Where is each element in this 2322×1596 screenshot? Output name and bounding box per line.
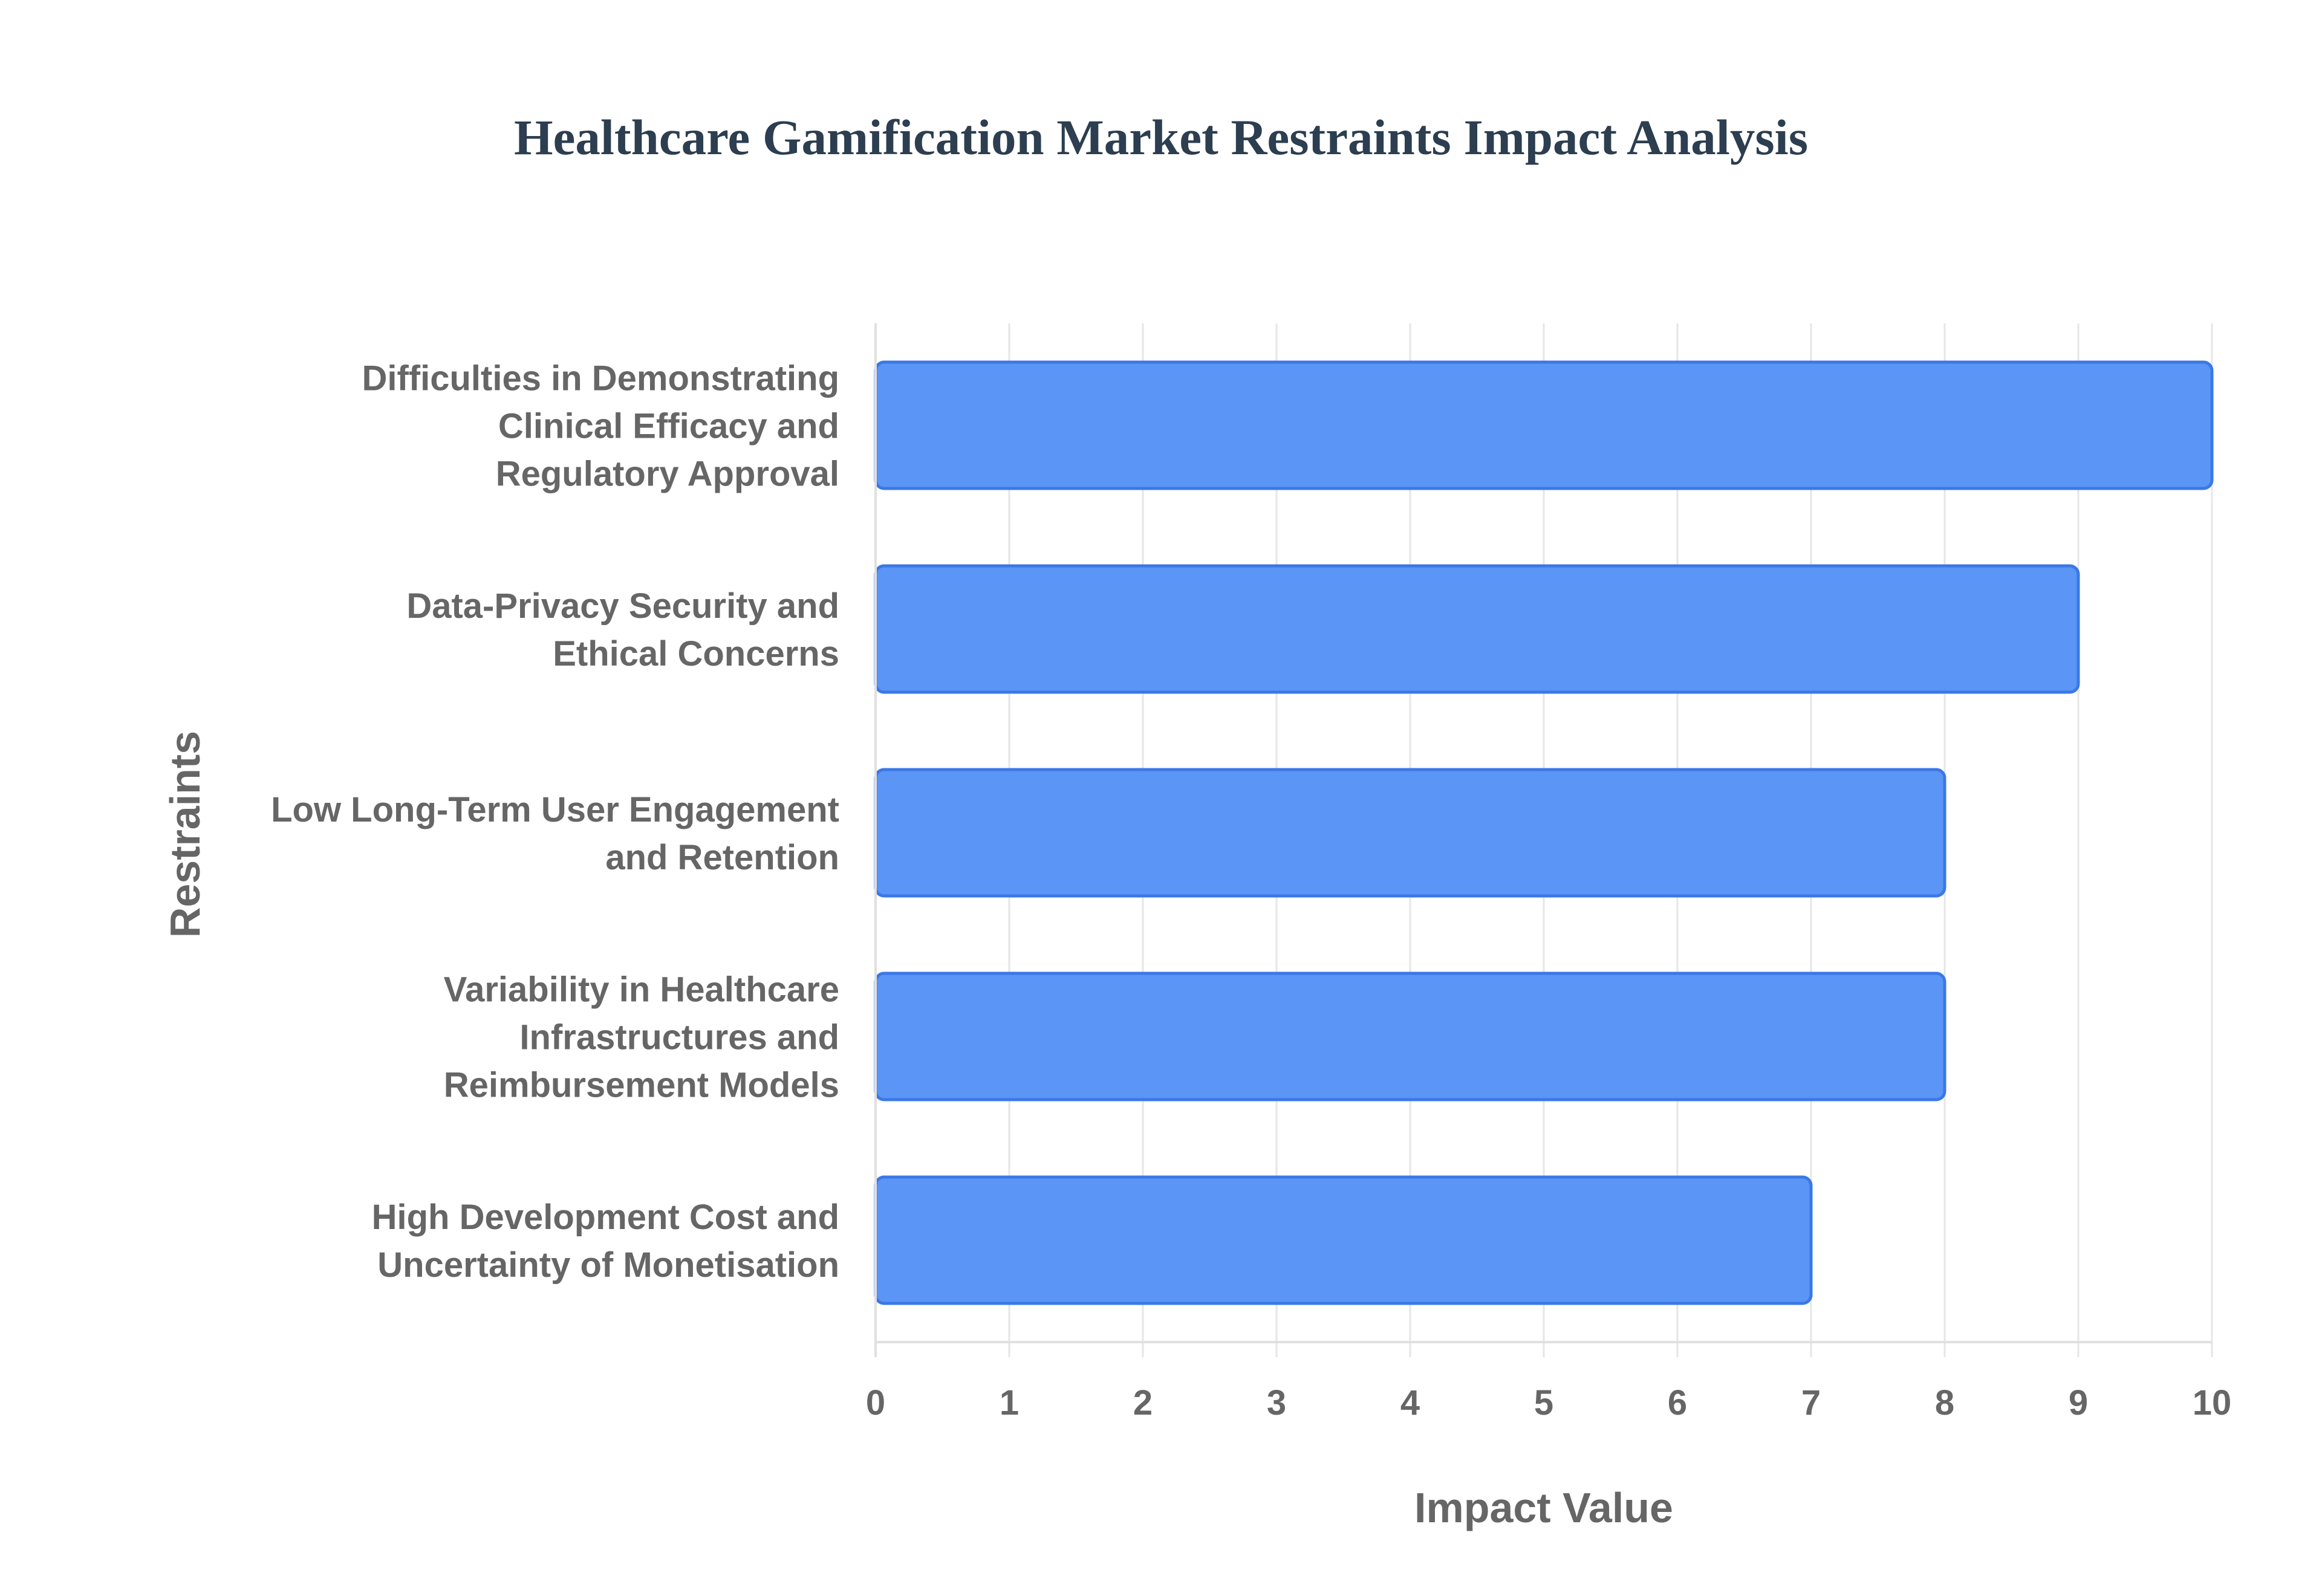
bar xyxy=(874,360,2214,490)
x-tick-label: 9 xyxy=(2069,1383,2088,1422)
category-label: Difficulties in Demonstrating Clinical Ef… xyxy=(362,359,839,494)
category-labels: Difficulties in Demonstrating Clinical Ef… xyxy=(271,359,839,1285)
x-tick-label: 5 xyxy=(1534,1383,1553,1422)
x-tick-label: 2 xyxy=(1133,1383,1153,1422)
x-tick-labels: 0 1 2 3 4 5 6 7 8 9 10 xyxy=(866,1383,2231,1422)
bars xyxy=(874,360,2214,1305)
bar xyxy=(874,564,2080,694)
x-tick-label: 1 xyxy=(1000,1383,1019,1422)
bar xyxy=(874,972,1946,1101)
x-tick-label: 6 xyxy=(1668,1383,1687,1422)
category-label: Data-Privacy Security and Ethical Concern… xyxy=(406,586,839,673)
x-tick-label: 10 xyxy=(2193,1383,2232,1422)
x-tick-label: 0 xyxy=(866,1383,885,1422)
x-axis-title: Impact Value xyxy=(1414,1484,1673,1531)
x-tick-label: 4 xyxy=(1400,1383,1420,1422)
y-axis-title: Restraints xyxy=(161,731,209,938)
x-tick-label: 3 xyxy=(1267,1383,1286,1422)
category-label: High Development Cost and Uncertainty of … xyxy=(372,1198,839,1285)
x-tick-label: 7 xyxy=(1801,1383,1821,1422)
category-label: Variability in Healthcare Infrastructures… xyxy=(444,970,839,1105)
bar xyxy=(874,768,1946,898)
category-label: Low Long-Term User Engagement and Retenti… xyxy=(271,790,839,877)
chart-title: Healthcare Gamification Market Restraint… xyxy=(514,109,1808,165)
x-tick-label: 8 xyxy=(1935,1383,1954,1422)
bar xyxy=(874,1175,1813,1305)
